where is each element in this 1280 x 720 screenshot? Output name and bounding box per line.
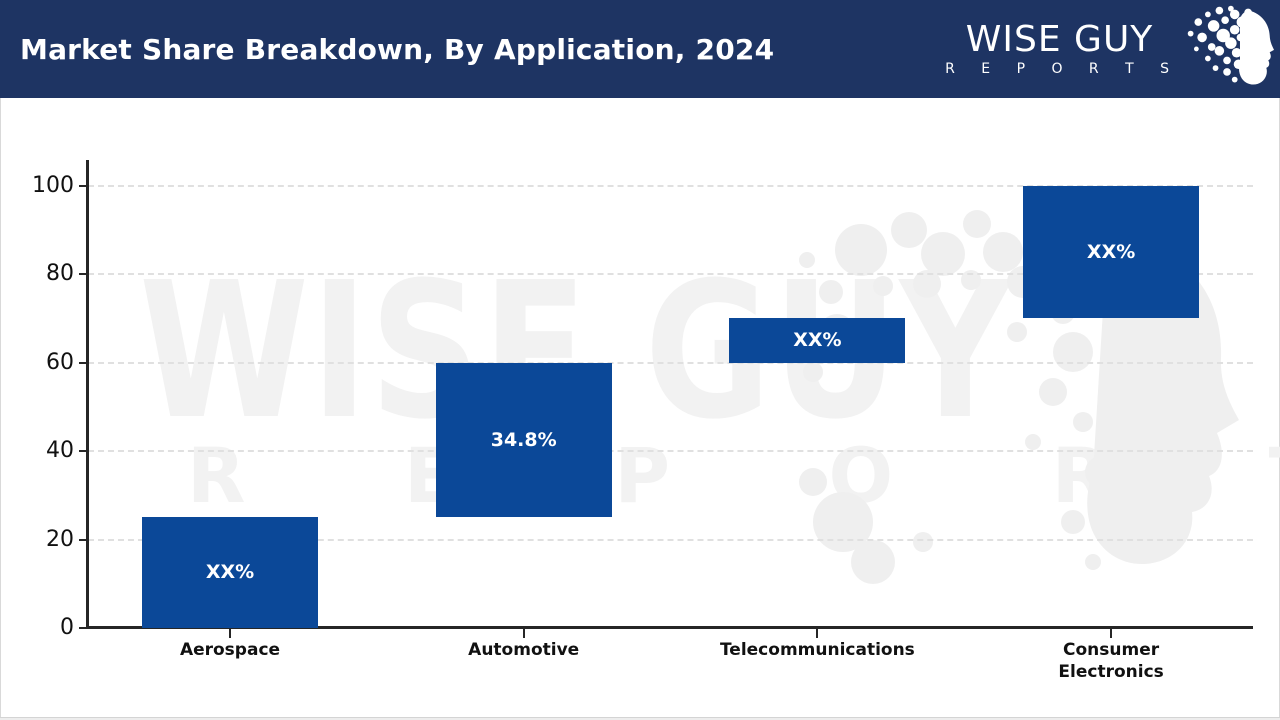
logo-name-text: WISE GUY — [965, 19, 1154, 61]
x-tick-mark — [522, 629, 525, 638]
y-tick-mark — [79, 627, 88, 629]
y-tick-label: 40 — [46, 438, 74, 464]
y-tick-label: 60 — [46, 349, 74, 375]
y-tick-label: 100 — [32, 173, 74, 198]
gridline — [88, 361, 1253, 364]
x-category-label: Aerospace — [179, 640, 281, 660]
chart-canvas: WISE GUY R E P O R T S — [0, 98, 1280, 717]
x-category-label: Consumer Electronics — [1058, 640, 1164, 682]
gridline — [88, 538, 1253, 541]
y-tick-mark — [79, 538, 88, 541]
gridline — [88, 450, 1253, 453]
y-tick-mark — [79, 185, 88, 187]
x-tick-mark — [229, 629, 231, 638]
bar-telecommunications: XX% — [729, 317, 906, 363]
footer-divider — [0, 717, 1280, 720]
bar-aerospace: XX% — [142, 516, 318, 628]
header-bar: Market Share Breakdown, By Application, … — [0, 0, 1280, 98]
y-tick-mark — [79, 361, 88, 364]
bar-value-label: 34.8% — [490, 428, 557, 451]
y-tick-label: 80 — [46, 261, 74, 287]
logo-wordmark: WISE GUY R E P O R T S — [939, 21, 1180, 77]
y-tick-mark — [79, 450, 88, 453]
gridline — [88, 273, 1253, 276]
watermark-face-icon — [771, 190, 1241, 614]
y-tick-label: 0 — [60, 615, 74, 640]
bar-value-label: XX% — [793, 329, 842, 352]
brand-logo: WISE GUY R E P O R T S — [939, 4, 1274, 94]
logo-face-icon — [1182, 3, 1274, 95]
bar-value-label: XX% — [1086, 240, 1136, 263]
y-tick-mark — [79, 273, 88, 276]
y-axis-line — [86, 160, 89, 629]
y-tick-label: 20 — [46, 526, 74, 552]
logo-reports-text: R E P O R T S — [945, 60, 1180, 77]
x-axis-line — [86, 626, 1253, 629]
bar-value-label: XX% — [205, 561, 255, 584]
page-title: Market Share Breakdown, By Application, … — [20, 32, 775, 66]
bar-consumer-electronics: XX% — [1023, 186, 1200, 318]
x-category-label: Telecommunications — [719, 640, 915, 660]
x-category-label: Automotive — [468, 640, 580, 660]
x-tick-mark — [1110, 629, 1113, 638]
x-tick-mark — [816, 629, 819, 638]
bar-automotive: 34.8% — [435, 362, 612, 517]
gridline — [88, 185, 1253, 187]
